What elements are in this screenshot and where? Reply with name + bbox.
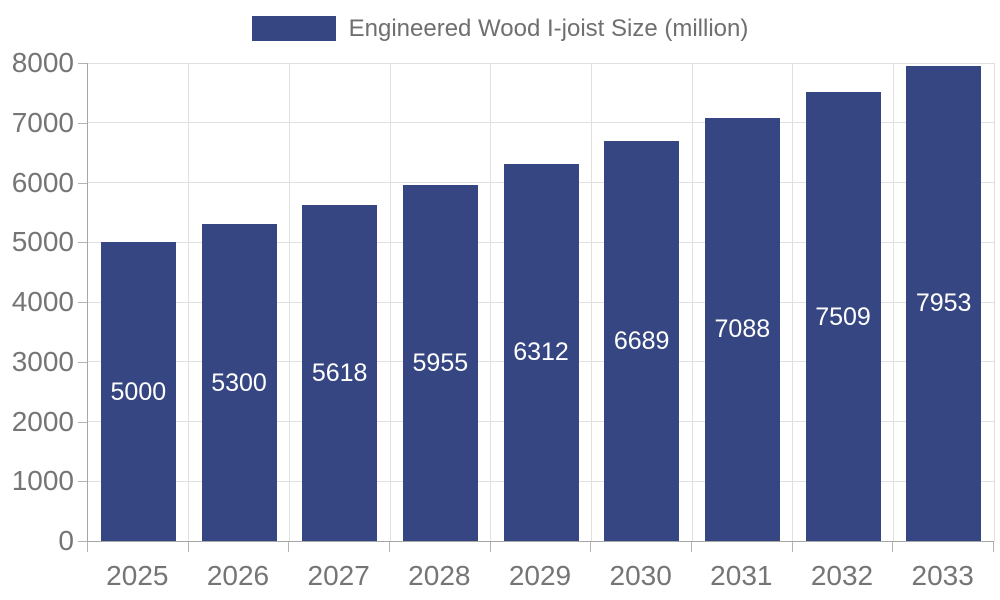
- bar-2033: [906, 65, 982, 541]
- y-axis-tick: [78, 421, 87, 423]
- bar-value-label: 5000: [110, 377, 167, 406]
- x-axis-tick: [389, 542, 390, 552]
- bar-value-label: 5300: [211, 368, 267, 397]
- y-axis-tick: [78, 122, 87, 124]
- y-tick-label: 6000: [11, 166, 74, 198]
- x-tick-label: 2033: [911, 560, 974, 591]
- y-axis-tick: [78, 302, 87, 303]
- x-gridline: [188, 63, 190, 541]
- x-gridline: [288, 63, 290, 541]
- bar-value-label: 5955: [412, 349, 469, 378]
- x-axis-tick: [993, 542, 994, 552]
- y-tick-label: 1000: [11, 465, 74, 497]
- x-tick-label: 2032: [810, 560, 874, 591]
- x-gridline: [590, 63, 592, 541]
- plot-area: 5000 5300 5618 5955 6312 6689 7088 7509 7953: [87, 62, 995, 542]
- y-axis-tick: [78, 481, 87, 483]
- x-axis-tick: [691, 542, 692, 552]
- y-tick-label: 4000: [11, 286, 74, 317]
- y-tick-label: 2000: [11, 405, 74, 437]
- x-tick-label: 2026: [206, 560, 270, 591]
- x-tick-label: 2025: [106, 560, 169, 591]
- x-axis-tick: [892, 542, 894, 552]
- x-gridline: [792, 63, 794, 541]
- x-tick-label: 2031: [710, 560, 773, 591]
- bar-value-label: 7088: [714, 315, 771, 344]
- y-axis-tick: [78, 63, 87, 64]
- x-axis-tick: [791, 542, 793, 552]
- bar-2028: [402, 185, 478, 541]
- y-axis-tick: [78, 541, 87, 542]
- y-gridline: [88, 122, 994, 124]
- y-tick-label: 7000: [11, 106, 74, 138]
- x-gridline: [691, 63, 693, 541]
- y-tick-label: 0: [58, 525, 74, 556]
- x-gridline: [389, 63, 391, 541]
- legend-item[interactable]: Engineered Wood I-joist Size (million): [0, 16, 1000, 41]
- x-axis-tick: [87, 542, 88, 552]
- x-gridline: [892, 63, 894, 541]
- bar-value-label: 7509: [815, 302, 871, 331]
- x-tick-label: 2028: [408, 560, 471, 591]
- bar-value-label: 5618: [311, 359, 368, 388]
- x-tick-label: 2030: [609, 560, 672, 591]
- y-tick-label: 3000: [11, 345, 74, 377]
- x-axis-tick: [187, 542, 189, 552]
- bar-value-label: 6312: [513, 338, 569, 367]
- y-axis-tick: [78, 361, 87, 363]
- y-tick-label: 5000: [11, 226, 74, 258]
- x-axis-tick: [489, 542, 491, 552]
- bar-2027: [302, 205, 378, 541]
- y-gridline: [88, 62, 994, 64]
- legend-swatch-icon: [251, 16, 336, 41]
- x-gridline: [993, 63, 995, 541]
- y-axis-tick: [78, 182, 87, 184]
- bar-2030: [604, 141, 680, 541]
- x-tick-label: 2029: [508, 560, 572, 591]
- bar-value-label: 6689: [613, 327, 670, 356]
- bar-value-label: 7953: [915, 289, 972, 318]
- x-gridline: [490, 63, 492, 541]
- bar-2031: [704, 117, 780, 541]
- bar-2026: [201, 224, 277, 541]
- bar-2025: [100, 242, 176, 541]
- y-tick-label: 8000: [11, 47, 74, 78]
- x-axis-tick: [590, 542, 592, 552]
- bar-2032: [805, 92, 881, 541]
- bar-2029: [503, 163, 579, 541]
- y-axis-tick: [78, 242, 87, 244]
- x-tick-label: 2027: [307, 560, 370, 591]
- legend-label: Engineered Wood I-joist Size (million): [348, 15, 749, 42]
- x-axis-tick: [288, 542, 290, 552]
